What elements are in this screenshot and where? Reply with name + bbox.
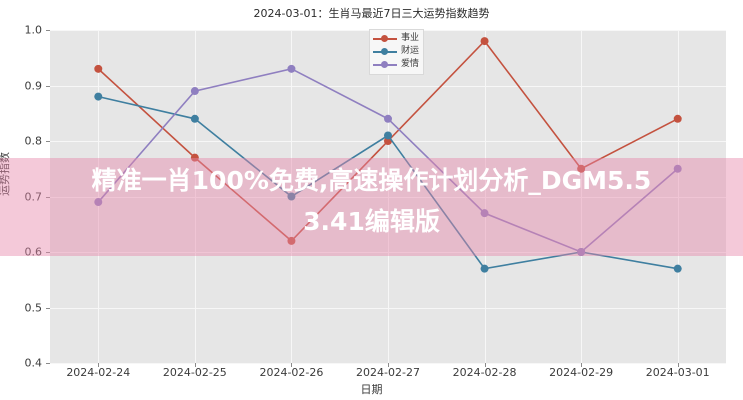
chart-title: 2024-03-01：生肖马最近7日三大运势指数趋势: [253, 7, 490, 20]
x-axis-tick-label: 2024-03-01: [645, 366, 710, 379]
y-axis-tick-mark: [46, 85, 50, 87]
x-axis-tick-mark: [581, 363, 583, 367]
y-axis-tick-label: 0.4: [24, 356, 43, 370]
gridline-vertical: [581, 30, 583, 363]
data-point: [190, 87, 199, 96]
legend-item-爱情[interactable]: 爱情: [373, 58, 419, 71]
data-point: [94, 198, 103, 207]
legend-marker-icon: [373, 59, 397, 70]
data-point: [384, 131, 392, 140]
gridline-vertical: [388, 30, 389, 363]
data-point: [287, 64, 296, 73]
y-axis-tick-mark: [46, 307, 50, 309]
data-point: [94, 92, 103, 101]
data-point: [480, 264, 489, 273]
legend-item-事业[interactable]: 事业: [373, 32, 419, 45]
legend-marker-icon: [373, 33, 397, 44]
legend-label: 爱情: [401, 59, 420, 69]
x-axis-tick-mark: [677, 363, 679, 367]
x-axis-tick-label: 2024-02-29: [549, 366, 614, 379]
gridline-vertical: [484, 30, 486, 363]
y-axis-tick-label: 0.8: [24, 134, 43, 148]
y-axis-tick-label: 0.6: [24, 245, 43, 259]
y-axis-tick-mark: [46, 252, 50, 253]
y-axis-tick-label: 1.0: [24, 23, 43, 37]
x-axis-tick-mark: [98, 363, 100, 367]
gridline-vertical: [677, 30, 679, 363]
x-axis-tick-label: 2024-02-24: [66, 366, 131, 379]
y-axis-tick-mark: [46, 363, 50, 364]
y-axis-tick-mark: [46, 141, 50, 142]
data-point: [577, 248, 586, 256]
legend: 事业 财运 爱情: [369, 29, 425, 75]
x-axis-tick-label: 2024-02-25: [162, 366, 227, 379]
series-line-爱情: [97, 68, 679, 253]
y-axis-tick-label: 0.9: [24, 79, 43, 92]
y-axis-tick-label: 0.5: [24, 301, 43, 314]
x-axis-tick-mark: [484, 363, 486, 367]
legend-label: 事业: [401, 33, 420, 43]
y-axis-tick-mark: [46, 196, 50, 198]
y-axis-tick-label: 0.7: [24, 190, 43, 203]
data-point: [190, 153, 199, 162]
data-point: [480, 37, 489, 46]
legend-item-财运[interactable]: 财运: [373, 45, 419, 58]
gridline-vertical: [98, 30, 100, 363]
data-point: [673, 114, 682, 123]
gridline-vertical: [194, 30, 196, 363]
x-axis-tick-label: 2024-02-28: [452, 366, 517, 379]
legend-marker-icon: [373, 46, 397, 57]
plot-area: [50, 30, 726, 364]
y-axis-tick-mark: [46, 30, 50, 31]
data-point: [480, 209, 489, 218]
data-point: [94, 64, 103, 73]
x-axis-title: 日期: [360, 383, 383, 396]
x-axis-tick-mark: [291, 363, 293, 367]
x-axis-tick-mark: [388, 363, 389, 367]
x-axis-tick-label: 2024-02-26: [259, 366, 324, 379]
data-point: [577, 164, 586, 173]
data-point: [287, 236, 296, 245]
legend-label: 财运: [401, 46, 420, 56]
data-point: [673, 264, 682, 273]
x-axis-tick-label: 2024-02-27: [356, 366, 420, 379]
x-axis-tick-mark: [194, 363, 196, 367]
data-point: [287, 192, 296, 201]
data-point: [384, 114, 392, 123]
data-point: [190, 114, 199, 123]
data-point: [673, 164, 682, 173]
